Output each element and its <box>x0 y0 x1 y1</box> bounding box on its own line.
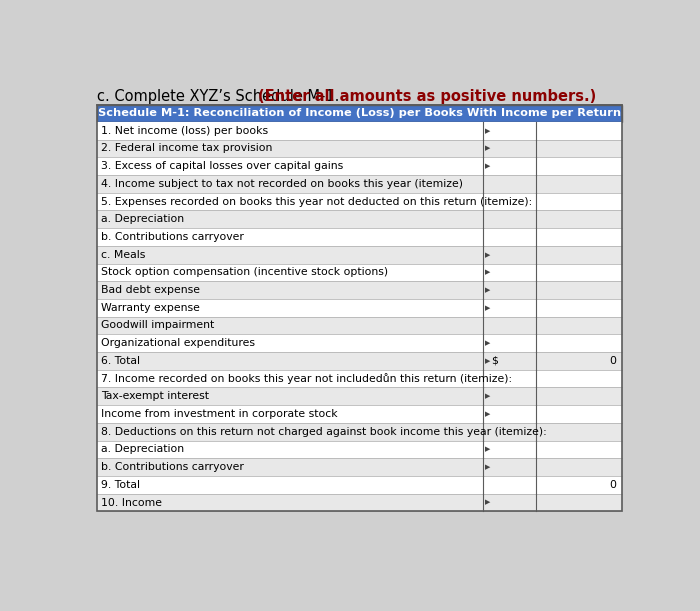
Text: Income from investment in corporate stock: Income from investment in corporate stoc… <box>101 409 337 419</box>
Text: ▶: ▶ <box>484 128 490 134</box>
Text: a. Depreciation: a. Depreciation <box>101 214 184 224</box>
Text: 9. Total: 9. Total <box>101 480 140 490</box>
Text: b. Contributions carryover: b. Contributions carryover <box>101 232 244 242</box>
Text: 0: 0 <box>609 356 616 366</box>
Text: ▶: ▶ <box>484 305 490 311</box>
Text: 2. Federal income tax provision: 2. Federal income tax provision <box>101 144 272 153</box>
Bar <box>97 139 622 157</box>
Bar <box>97 458 622 476</box>
Bar <box>97 228 622 246</box>
Text: ▶: ▶ <box>484 252 490 258</box>
Text: Organizational expenditures: Organizational expenditures <box>101 338 255 348</box>
Bar <box>97 210 622 228</box>
Text: ▶: ▶ <box>484 269 490 276</box>
Bar <box>97 441 622 458</box>
Bar <box>97 370 622 387</box>
Bar <box>97 352 622 370</box>
Text: ▶: ▶ <box>484 287 490 293</box>
Text: Goodwill impairment: Goodwill impairment <box>101 321 214 331</box>
Text: ▶: ▶ <box>484 163 490 169</box>
Text: ▶: ▶ <box>484 340 490 346</box>
Bar <box>97 281 622 299</box>
Text: $: $ <box>491 356 498 366</box>
Bar <box>97 423 622 441</box>
Text: (Enter all amounts as positive numbers.): (Enter all amounts as positive numbers.) <box>258 89 596 104</box>
Text: ▶: ▶ <box>484 464 490 470</box>
Bar <box>97 476 622 494</box>
Text: ▶: ▶ <box>484 447 490 453</box>
Bar <box>97 122 622 139</box>
Text: Schedule M-1: Reconciliation of Income (Loss) per Books With Income per Return: Schedule M-1: Reconciliation of Income (… <box>98 108 621 119</box>
Bar <box>97 192 622 210</box>
Text: b. Contributions carryover: b. Contributions carryover <box>101 462 244 472</box>
Text: ▶: ▶ <box>484 393 490 400</box>
Bar <box>97 299 622 316</box>
Text: Warranty expense: Warranty expense <box>101 303 200 313</box>
Text: 1. Net income (loss) per books: 1. Net income (loss) per books <box>101 126 268 136</box>
Bar <box>97 387 622 405</box>
Text: ▶: ▶ <box>484 145 490 152</box>
Text: 7. Income recorded on books this year not includedůn this return (itemize):: 7. Income recorded on books this year no… <box>101 373 512 384</box>
Text: 8. Deductions on this return not charged against book income this year (itemize): 8. Deductions on this return not charged… <box>101 426 547 437</box>
Text: Stock option compensation (incentive stock options): Stock option compensation (incentive sto… <box>101 268 388 277</box>
Bar <box>97 263 622 281</box>
Bar <box>97 175 622 192</box>
Bar <box>97 246 622 263</box>
Text: a. Depreciation: a. Depreciation <box>101 444 184 455</box>
Bar <box>97 105 622 122</box>
Text: 0: 0 <box>609 480 616 490</box>
Text: 3. Excess of capital losses over capital gains: 3. Excess of capital losses over capital… <box>101 161 343 171</box>
Text: 6. Total: 6. Total <box>101 356 140 366</box>
Text: ▶: ▶ <box>484 358 490 364</box>
Text: 4. Income subject to tax not recorded on books this year (itemize): 4. Income subject to tax not recorded on… <box>101 179 463 189</box>
Bar <box>97 316 622 334</box>
Text: c. Complete XYZ’s Schedule M-1.: c. Complete XYZ’s Schedule M-1. <box>97 89 344 104</box>
Bar <box>97 105 622 511</box>
Bar <box>97 494 622 511</box>
Text: 10. Income: 10. Income <box>101 497 162 508</box>
Text: Tax-exempt interest: Tax-exempt interest <box>101 391 209 401</box>
Text: 5. Expenses recorded on books this year not deducted on this return (itemize):: 5. Expenses recorded on books this year … <box>101 197 532 207</box>
Bar <box>97 334 622 352</box>
Text: ▶: ▶ <box>484 500 490 505</box>
Text: Bad debt expense: Bad debt expense <box>101 285 200 295</box>
Text: ▶: ▶ <box>484 411 490 417</box>
Bar <box>97 405 622 423</box>
Text: c. Meals: c. Meals <box>101 250 145 260</box>
Bar <box>97 157 622 175</box>
